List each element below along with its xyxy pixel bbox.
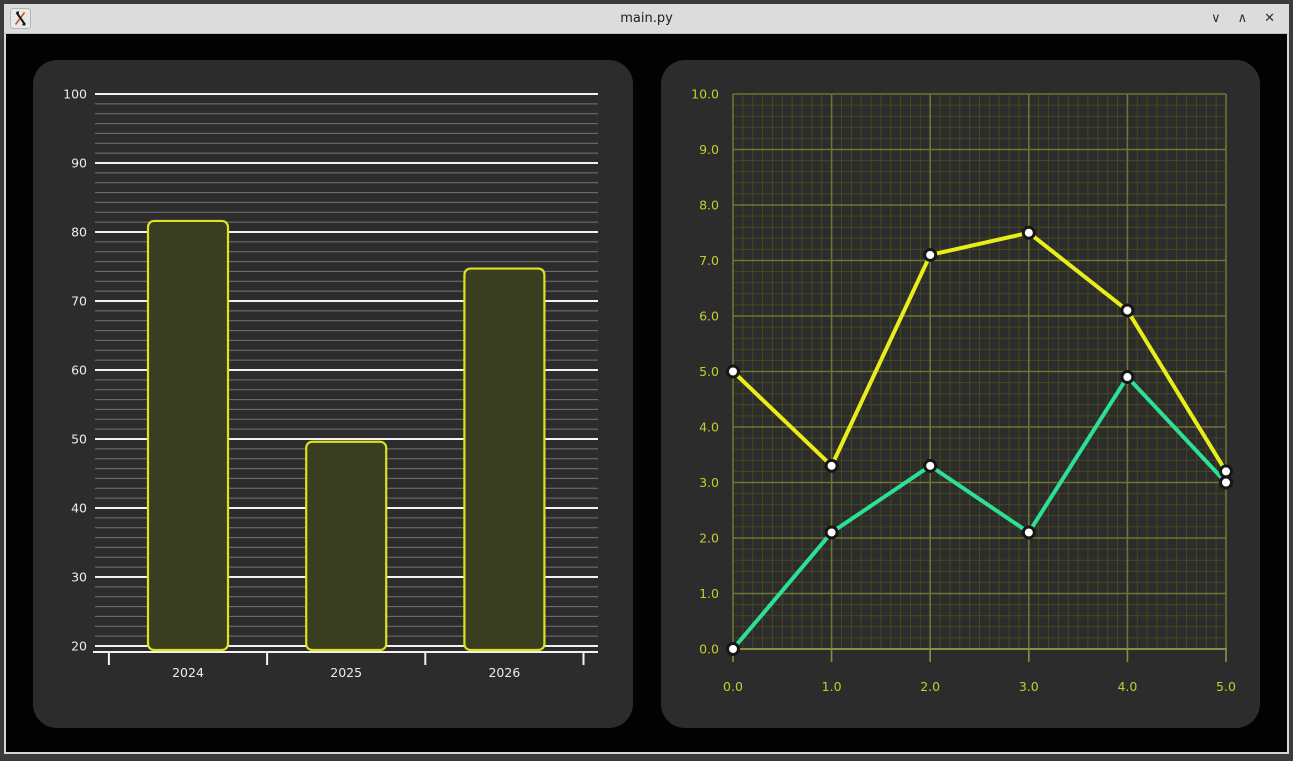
yellow-line-marker — [1021, 225, 1036, 240]
x-tick-label: 2025 — [330, 665, 362, 680]
minimize-button[interactable]: ∨ — [1211, 11, 1221, 26]
y-tick-label: 20 — [71, 639, 87, 654]
green-line — [731, 375, 1228, 651]
titlebar[interactable]: main.py ∨ ∧ ✕ — [4, 4, 1289, 34]
yellow-line-marker — [1219, 464, 1233, 479]
line-chart: 0.0 1.0 2.0 3.0 4.0 5.0 0.0 1.0 2.0 3.0 4.0 5.0 6.0 7… — [691, 87, 1236, 695]
bar-2025 — [305, 440, 388, 652]
close-button[interactable]: ✕ — [1264, 11, 1275, 26]
yellow-line-marker — [1120, 303, 1135, 318]
x11-logo-glyph — [14, 11, 26, 26]
y-tick-label: 40 — [71, 501, 87, 516]
y-tick-label: 90 — [71, 156, 87, 171]
y-tick-label: 6.0 — [699, 309, 719, 324]
x-tick-label: 2.0 — [920, 679, 940, 694]
x-tick-label: 0.0 — [723, 679, 743, 694]
yellow-line-marker — [824, 458, 839, 473]
window-controls: ∨ ∧ ✕ — [1211, 12, 1275, 25]
bar-2024 — [146, 219, 230, 652]
green-line-marker — [1021, 525, 1036, 540]
y-tick-label: 0.0 — [699, 642, 719, 657]
y-tick-label: 7.0 — [699, 253, 719, 268]
green-line-marker — [824, 525, 839, 540]
y-tick-label: 50 — [71, 432, 87, 447]
y-tick-label: 30 — [71, 570, 87, 585]
y-tick-label: 2.0 — [699, 531, 719, 546]
window-title: main.py — [620, 11, 673, 26]
y-tick-label: 4.0 — [699, 420, 719, 435]
figure-background: 20 30 40 50 60 70 80 90 100 2024 2025 2026 0.0 1.0 2.… — [4, 34, 1289, 754]
y-tick-label: 5.0 — [699, 364, 719, 379]
y-tick-label: 1.0 — [699, 586, 719, 601]
y-tick-label: 9.0 — [699, 142, 719, 157]
x11-logo-icon[interactable] — [10, 8, 31, 29]
y-tick-label: 100 — [63, 87, 87, 102]
y-tick-label: 8.0 — [699, 198, 719, 213]
y-tick-label: 3.0 — [699, 475, 719, 490]
x-tick-label: 2024 — [172, 665, 204, 680]
line-chart-panel: 0.0 1.0 2.0 3.0 4.0 5.0 0.0 1.0 2.0 3.0 4.0 5.0 6.0 7… — [661, 60, 1260, 728]
x-tick-label: 1.0 — [822, 679, 842, 694]
x-tick-label: 5.0 — [1216, 679, 1236, 694]
yellow-line-marker — [923, 247, 938, 262]
yellow-line — [731, 230, 1228, 474]
green-line-marker — [1219, 475, 1233, 490]
y-tick-label: 60 — [71, 363, 87, 378]
bar-chart-panel: 20 30 40 50 60 70 80 90 100 2024 2025 2026 — [33, 60, 633, 728]
yellow-line-marker — [726, 364, 740, 379]
x-tick-label: 3.0 — [1019, 679, 1039, 694]
green-line-marker — [1120, 370, 1135, 385]
bar-chart: 20 30 40 50 60 70 80 90 100 2024 2025 2026 — [63, 87, 598, 680]
x-tick-label: 2026 — [488, 665, 520, 680]
green-line-marker — [923, 458, 938, 473]
y-tick-label: 10.0 — [691, 87, 719, 102]
y-tick-label: 70 — [71, 294, 87, 309]
bar-2026 — [463, 267, 546, 652]
y-tick-label: 80 — [71, 225, 87, 240]
maximize-button[interactable]: ∧ — [1237, 11, 1248, 26]
green-line-marker — [726, 642, 740, 656]
x-tick-label: 4.0 — [1117, 679, 1137, 694]
